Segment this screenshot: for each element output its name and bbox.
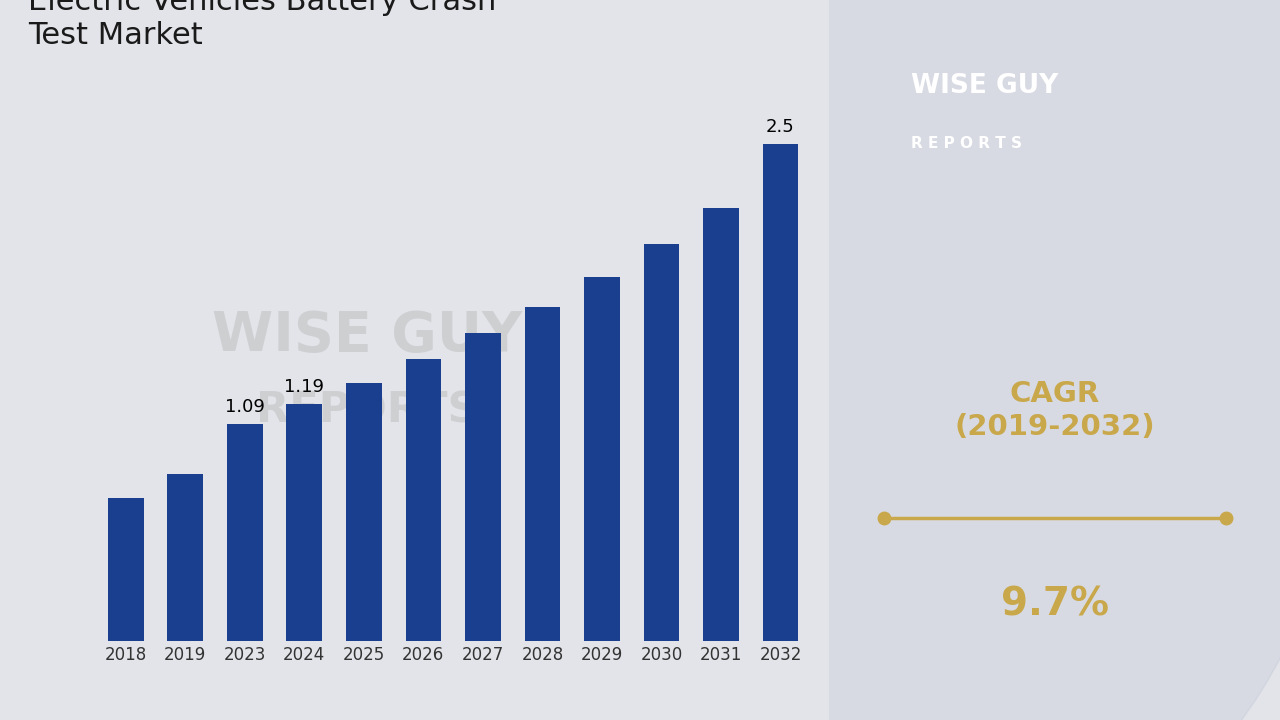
Text: CAGR
(2019-2032): CAGR (2019-2032) [955,380,1155,441]
Bar [406,359,442,641]
Bar [465,333,500,641]
Text: R E P O R T S: R E P O R T S [910,137,1021,151]
Bar [108,498,143,641]
Bar [287,405,323,641]
Text: WISE GUY: WISE GUY [910,73,1057,99]
Text: 2.5: 2.5 [767,118,795,136]
Text: Electric Vehicles Battery Crash
Test Market: Electric Vehicles Battery Crash Test Mar… [28,0,497,50]
Bar [525,307,561,641]
Bar [644,243,680,641]
Bar [227,424,262,641]
Circle shape [708,0,1280,720]
Text: REPORTS: REPORTS [256,390,479,431]
Bar [346,382,381,641]
Text: 1.09: 1.09 [225,398,265,416]
Bar [763,144,799,641]
Text: 9.7%: 9.7% [1001,586,1108,624]
Text: 1.19: 1.19 [284,379,324,397]
Text: WISE GUY: WISE GUY [212,308,522,362]
Bar [168,474,204,641]
Bar [584,277,620,641]
Bar [703,208,739,641]
